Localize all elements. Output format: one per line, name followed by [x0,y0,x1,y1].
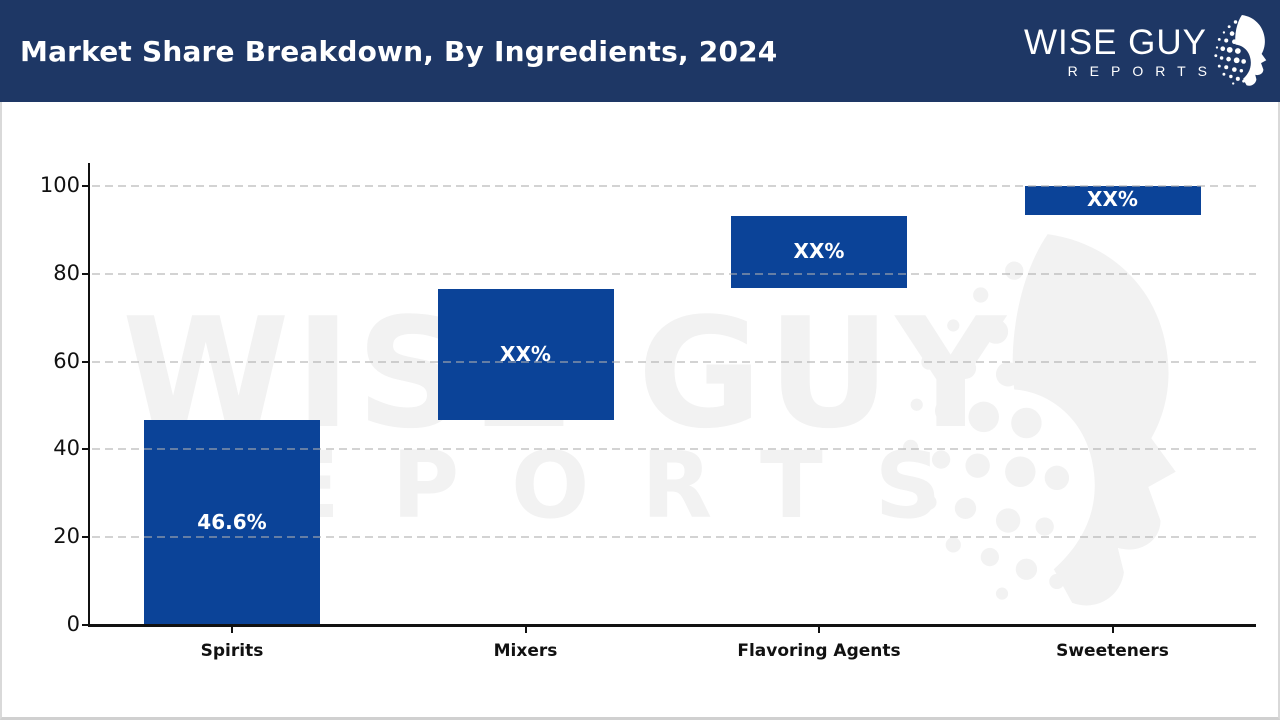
y-axis-tick-label: 100 [39,173,80,197]
x-axis-category-label: Spirits [200,641,264,661]
y-axis-tick-label: 20 [53,524,80,549]
waterfall-bar [144,420,320,625]
chart-area: WISE GUY REPORTS 0 20 40 60 80 100 46.6% Spirit… [0,102,1280,720]
watermark-dotted-head-icon [903,234,1176,606]
x-axis-line [88,624,1256,627]
waterfall-bar [437,288,614,421]
bar-value-label: XX% [500,341,551,366]
x-axis-category-label: Flavoring Agents [737,641,901,661]
y-gridline [92,448,1256,451]
x-axis-tick [524,625,527,633]
y-axis-tick-label: 80 [53,260,80,285]
x-axis-category-label: Sweeteners [1056,641,1169,661]
y-axis-tick-label: 40 [53,436,80,461]
y-axis-tick [82,360,90,363]
page-title: Market Share Breakdown, By Ingredients, … [20,34,778,68]
x-axis-tick [1111,625,1114,633]
x-axis-tick [818,625,820,633]
y-axis-tick [82,185,90,187]
header-bar: Market Share Breakdown, By Ingredients, … [0,0,1280,102]
bar-value-label: XX% [1087,187,1138,212]
bar-value-label: 46.6% [197,509,267,534]
y-axis-tick [82,536,90,539]
waterfall-bar [1024,186,1201,215]
y-axis-tick [82,272,90,275]
brand-logo: WISE GUY REPORTS [1024,13,1280,89]
brand-subname: REPORTS [1067,62,1219,79]
x-axis-category-label: Mixers [493,641,558,661]
brand-name: WISE GUY [1023,22,1207,62]
waterfall-bar [731,215,907,288]
y-gridline [92,185,1256,187]
y-axis-line [88,163,90,625]
y-axis-tick-label: 60 [53,348,80,373]
x-axis-tick [231,625,233,633]
y-gridline [92,360,1256,363]
dotted-head-logo-icon [1214,15,1267,86]
brand-logo-text: WISE GUY REPORTS [1024,25,1207,78]
y-gridline [92,272,1256,275]
y-axis-tick [82,624,90,626]
y-gridline [92,536,1256,539]
y-axis-tick [82,448,90,451]
bar-value-label: XX% [793,238,845,263]
y-axis-tick-label: 0 [66,612,80,636]
